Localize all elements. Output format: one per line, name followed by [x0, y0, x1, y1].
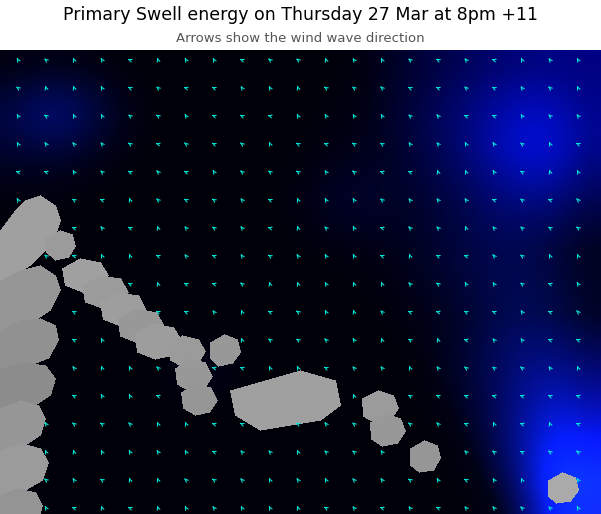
- Text: Arrows show the wind wave direction: Arrows show the wind wave direction: [176, 32, 425, 46]
- Text: Primary Swell energy on Thursday 27 Mar at 8pm +11: Primary Swell energy on Thursday 27 Mar …: [63, 6, 538, 24]
